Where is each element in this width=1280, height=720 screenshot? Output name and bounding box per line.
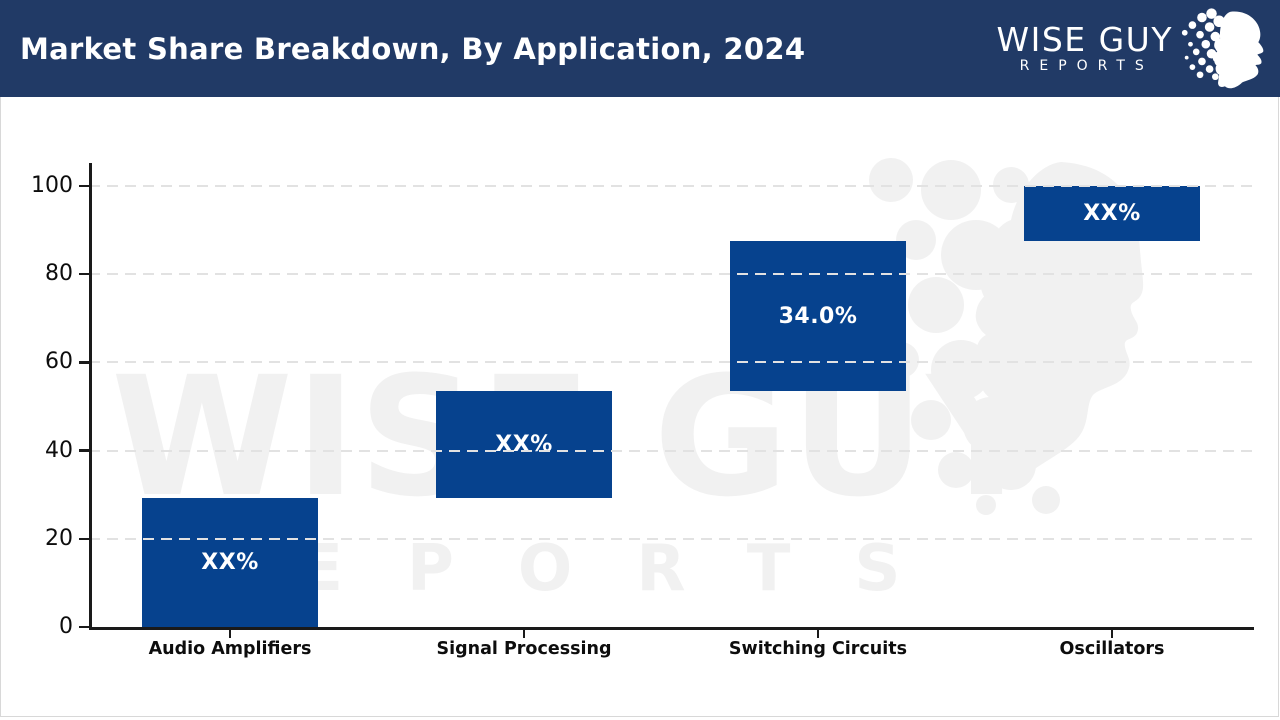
gridline-100 — [89, 185, 1254, 187]
x-axis-tick — [522, 629, 526, 638]
y-axis-tick-label: 40 — [45, 437, 73, 463]
y-axis-tick-label: 60 — [45, 349, 73, 375]
chart-title: Market Share Breakdown, By Application, … — [20, 31, 806, 66]
gridline-60 — [89, 361, 1254, 364]
plot: XX% XX% 34.0% XX% 0 20 40 60 80 100 Audio Amplifie… — [1, 97, 1278, 716]
logo-text: WISE GUY REPORTS — [996, 19, 1173, 75]
x-axis-tick — [228, 629, 232, 638]
y-axis-tick-label: 80 — [45, 261, 73, 287]
y-axis-tick — [79, 625, 89, 629]
chart-area: WISE GUY REPORTS XX% XX% 34.0% XX% 0 20 40 60 80… — [0, 97, 1279, 717]
bar-value-label: 34.0% — [778, 303, 858, 329]
bar-value-label: XX% — [1083, 201, 1141, 227]
y-axis-line — [89, 163, 92, 629]
gridline-20 — [89, 537, 1254, 540]
y-axis-tick — [79, 449, 89, 452]
y-axis-tick-label: 0 — [59, 614, 73, 639]
gridline-80 — [89, 273, 1254, 276]
y-axis-tick — [79, 184, 89, 188]
bar-switching-circuits: 34.0% — [730, 241, 906, 392]
logo-face-icon — [1181, 7, 1264, 88]
bar-value-label: XX% — [201, 549, 259, 575]
y-axis-tick — [79, 361, 89, 364]
x-axis-category-label: Switching Circuits — [728, 639, 908, 659]
y-axis-tick-label: 20 — [45, 525, 73, 551]
x-axis-tick — [1110, 629, 1114, 638]
x-axis-category-label: Audio Amplifiers — [148, 639, 312, 659]
x-axis-tick — [816, 629, 820, 638]
x-axis-category-label: Oscillators — [1059, 639, 1165, 659]
bar-value-label: XX% — [495, 431, 553, 457]
logo-subtext: REPORTS — [1019, 58, 1154, 75]
wise-guy-logo: WISE GUY REPORTS — [996, 6, 1270, 92]
bar-oscillators: XX% — [1024, 186, 1200, 242]
header-bar: Market Share Breakdown, By Application, … — [0, 0, 1280, 97]
gridline-40 — [89, 449, 1254, 452]
bar-signal-processing: XX% — [436, 391, 612, 498]
y-axis-tick-label: 100 — [31, 173, 73, 198]
y-axis-tick — [79, 272, 89, 276]
bar-audio-amplifiers: XX% — [142, 497, 318, 627]
x-axis-line — [89, 627, 1254, 630]
x-axis-category-label: Signal Processing — [436, 639, 612, 659]
y-axis-tick — [79, 537, 89, 541]
logo-wordmark: WISE GUY — [996, 19, 1173, 59]
